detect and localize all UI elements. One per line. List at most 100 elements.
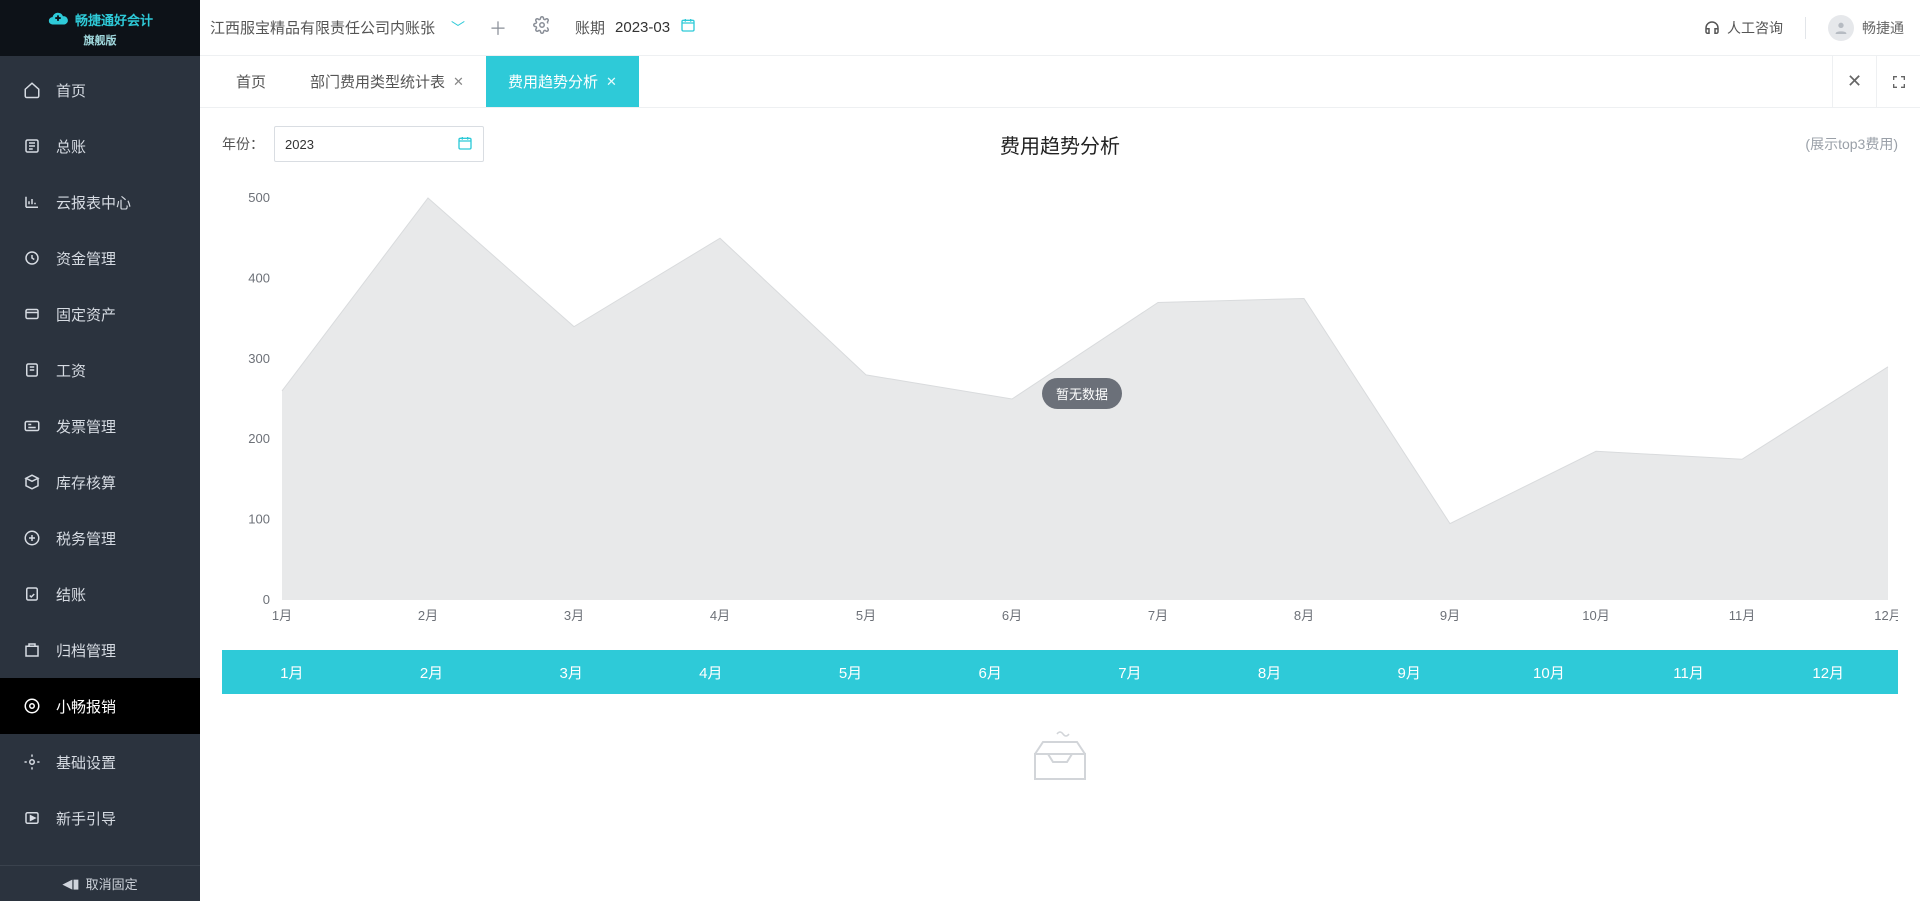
sidebar-item-label: 基础设置 [56,752,116,773]
tab[interactable]: 费用趋势分析✕ [486,56,639,107]
chart-title: 费用趋势分析 [1000,130,1120,159]
close-icon[interactable]: ✕ [606,74,617,90]
month-cell[interactable]: 4月 [641,662,781,683]
tabs-row: 首页部门费用类型统计表✕费用趋势分析✕ ✕ [200,56,1920,108]
support-link[interactable]: 人工咨询 [1703,18,1783,38]
nav-icon [22,248,42,268]
main-area: 江西服宝精品有限责任公司内账张 ﹀ ＋ 账期 2023-03 人工咨询 [200,0,1920,901]
company-selector[interactable]: 江西服宝精品有限责任公司内账张 ﹀ [210,17,471,38]
sidebar-nav: 首页总账云报表中心资金管理固定资产工资发票管理库存核算税务管理结账归档管理小畅报… [0,56,200,865]
sidebar-item-label: 固定资产 [56,304,116,325]
svg-text:2月: 2月 [418,608,438,623]
month-bar: 1月2月3月4月5月6月7月8月9月10月11月12月 [222,650,1898,694]
month-cell[interactable]: 9月 [1339,662,1479,683]
nav-icon [22,696,42,716]
nav-icon [22,752,42,772]
sidebar-item-label: 资金管理 [56,248,116,269]
support-label: 人工咨询 [1727,18,1783,38]
sidebar-item-label: 工资 [56,360,86,381]
sidebar-item[interactable]: 工资 [0,342,200,398]
nav-icon [22,80,42,100]
svg-text:3月: 3月 [564,608,584,623]
nav-icon [22,584,42,604]
sidebar-item-label: 小畅报销 [56,696,116,717]
sidebar-item[interactable]: 新手引导 [0,790,200,846]
headset-icon [1703,19,1721,37]
sidebar-item[interactable]: 基础设置 [0,734,200,790]
svg-text:4月: 4月 [710,608,730,623]
nav-icon [22,808,42,828]
month-cell[interactable]: 7月 [1060,662,1200,683]
brand-edition: 旗舰版 [84,32,117,48]
brand-name: 畅捷通好会计 [75,10,153,29]
chart-note: (展示top3费用) [1805,134,1898,154]
sidebar-item[interactable]: 固定资产 [0,286,200,342]
tab-label: 部门费用类型统计表 [310,71,445,92]
add-company-button[interactable]: ＋ [481,11,515,45]
sidebar-item-label: 归档管理 [56,640,116,661]
sidebar-item-label: 新手引导 [56,808,116,829]
svg-text:6月: 6月 [1002,608,1022,623]
sidebar-item[interactable]: 小畅报销 [0,678,200,734]
sidebar-item-label: 税务管理 [56,528,116,549]
company-name: 江西服宝精品有限责任公司内账张 [210,17,435,38]
month-cell[interactable]: 12月 [1758,662,1898,683]
sidebar-item[interactable]: 总账 [0,118,200,174]
avatar-icon [1828,15,1854,41]
sidebar-unpin[interactable]: ◀▮ 取消固定 [0,865,200,901]
sidebar-item[interactable]: 归档管理 [0,622,200,678]
close-icon[interactable]: ✕ [453,74,464,90]
svg-text:9月: 9月 [1440,608,1460,623]
period-value: 2023-03 [615,19,670,36]
month-cell[interactable]: 5月 [781,662,921,683]
svg-text:10月: 10月 [1582,608,1609,623]
year-value: 2023 [285,137,314,152]
area-chart: 01002003004005001月2月3月4月5月6月7月8月9月10月11月… [222,188,1898,628]
nav-icon [22,304,42,324]
tab-label: 首页 [236,71,266,92]
month-cell[interactable]: 2月 [362,662,502,683]
sidebar-item-label: 总账 [56,136,86,157]
close-all-tabs-button[interactable]: ✕ [1832,56,1876,107]
sidebar-item[interactable]: 库存核算 [0,454,200,510]
sidebar-item[interactable]: 首页 [0,62,200,118]
nav-icon [22,360,42,380]
tab[interactable]: 部门费用类型统计表 ✕ [288,56,486,107]
sidebar-item-label: 结账 [56,584,86,605]
calendar-icon [457,135,473,154]
calendar-icon[interactable] [680,17,696,38]
tab[interactable]: 首页 [214,56,288,107]
sidebar-item[interactable]: 资金管理 [0,230,200,286]
brand-logo: 畅捷通好会计 旗舰版 [0,0,200,56]
nav-icon [22,472,42,492]
chart-container: 01002003004005001月2月3月4月5月6月7月8月9月10月11月… [222,188,1898,628]
nav-icon [22,192,42,212]
sidebar-item[interactable]: 税务管理 [0,510,200,566]
sidebar-item[interactable]: 结账 [0,566,200,622]
month-cell[interactable]: 11月 [1619,662,1759,683]
year-input[interactable]: 2023 [274,126,484,162]
user-menu[interactable]: 畅捷通 [1828,15,1904,41]
svg-text:200: 200 [248,431,270,446]
empty-state-illustration [222,724,1898,901]
svg-text:500: 500 [248,190,270,205]
month-cell[interactable]: 3月 [501,662,641,683]
svg-text:12月: 12月 [1874,608,1898,623]
sidebar-item[interactable]: 云报表中心 [0,174,200,230]
divider [1805,17,1806,39]
month-cell[interactable]: 6月 [920,662,1060,683]
topbar: 江西服宝精品有限责任公司内账张 ﹀ ＋ 账期 2023-03 人工咨询 [200,0,1920,56]
svg-text:5月: 5月 [856,608,876,623]
svg-text:400: 400 [248,270,270,285]
svg-text:11月: 11月 [1729,608,1756,623]
settings-icon[interactable] [525,12,559,43]
sidebar: 畅捷通好会计 旗舰版 首页总账云报表中心资金管理固定资产工资发票管理库存核算税务… [0,0,200,901]
month-cell[interactable]: 1月 [222,662,362,683]
fullscreen-button[interactable] [1876,56,1920,107]
svg-text:8月: 8月 [1294,608,1314,623]
sidebar-item[interactable]: 发票管理 [0,398,200,454]
month-cell[interactable]: 8月 [1200,662,1340,683]
svg-text:0: 0 [263,592,270,607]
cloud-icon [47,8,69,30]
month-cell[interactable]: 10月 [1479,662,1619,683]
